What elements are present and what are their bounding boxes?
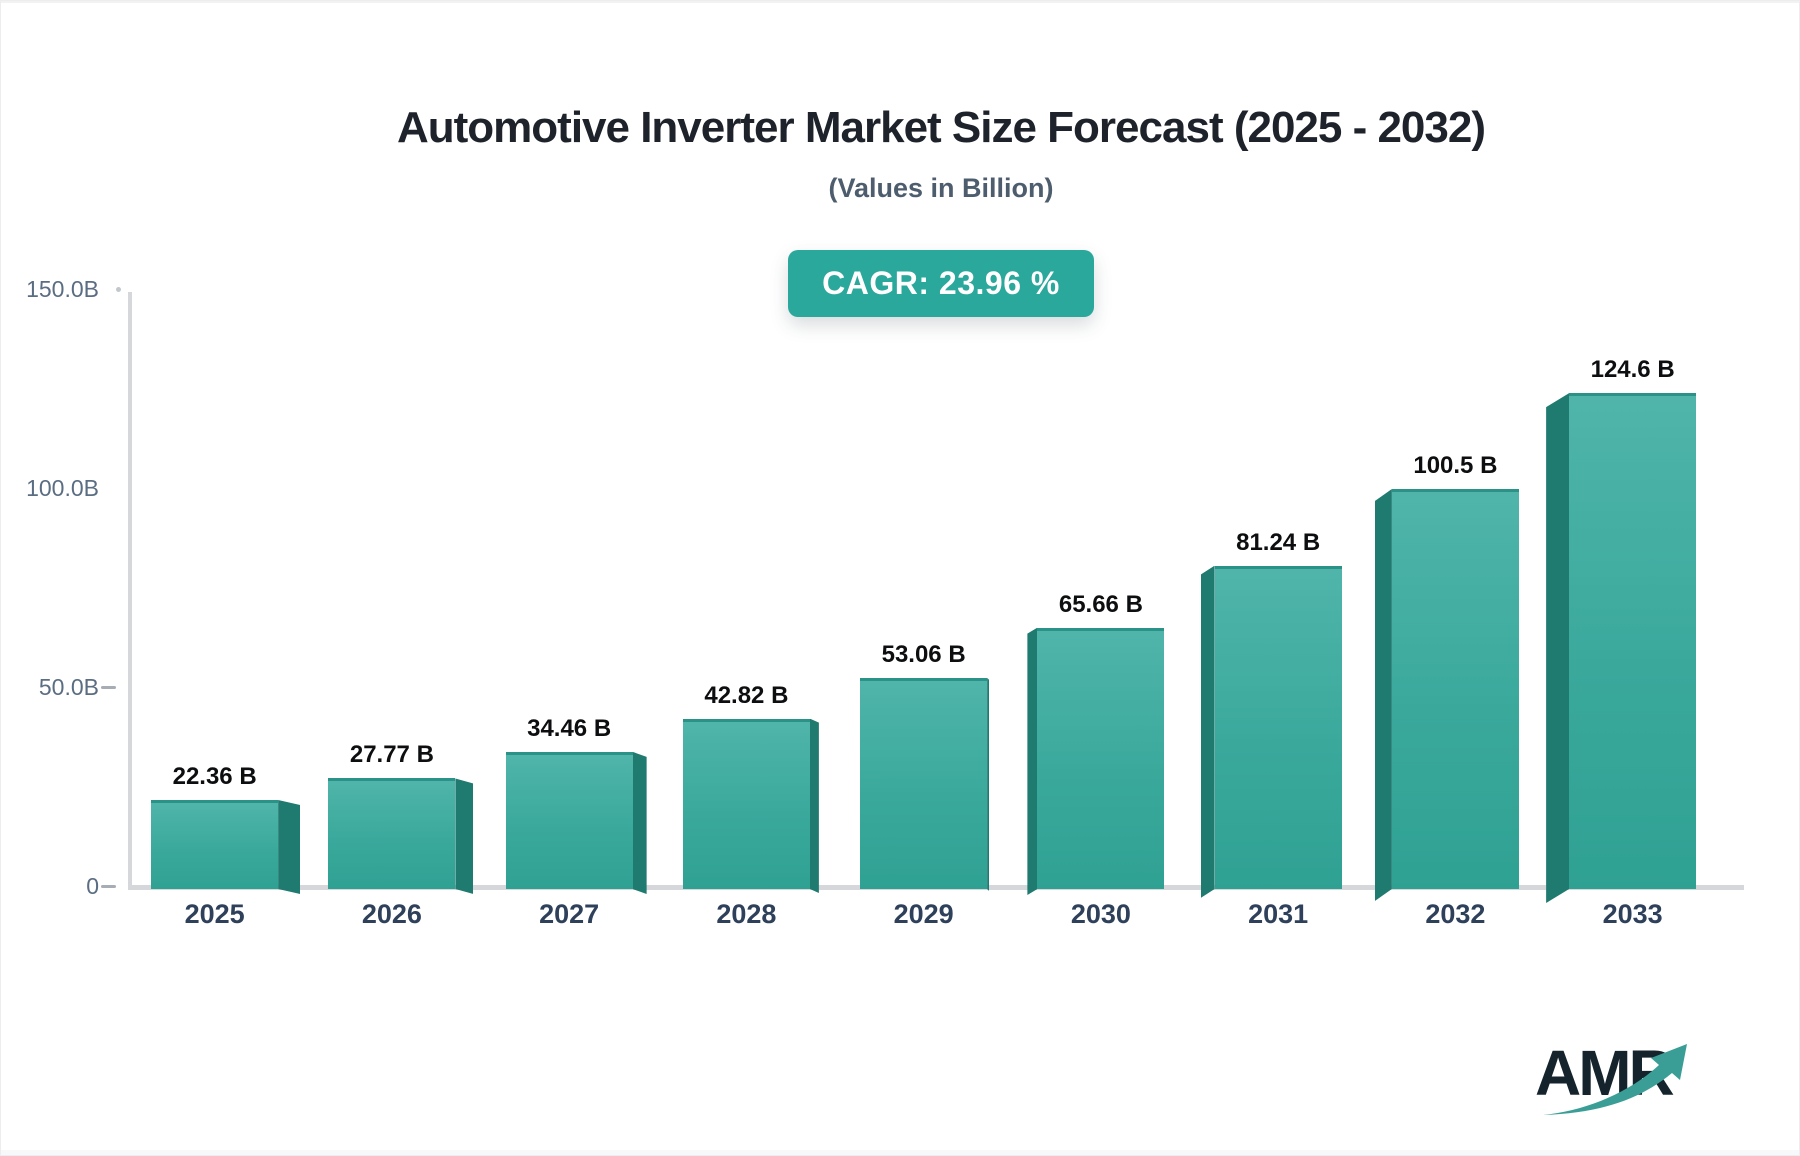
bar-value-label-2026: 27.77 B — [349, 741, 434, 769]
chart-header: Automotive Inverter Market Size Forecast… — [86, 1, 1796, 317]
bar-value-label-2033: 124.6 B — [1590, 356, 1675, 384]
bar-side-face-2029 — [987, 677, 990, 891]
bar-2025[interactable] — [151, 800, 279, 889]
bar-side-face-2031 — [1200, 565, 1215, 898]
bar-2030[interactable] — [1037, 627, 1165, 889]
bar-side-face-2027 — [632, 751, 647, 894]
bar-2026[interactable] — [328, 778, 456, 889]
chart-title: Automotive Inverter Market Size Forecast… — [396, 103, 1486, 152]
x-axis-label-2025: 2025 — [184, 899, 245, 929]
bar-side-face-2030 — [1027, 627, 1038, 895]
bar-side-face-2026 — [455, 778, 474, 894]
bar-value-label-2028: 42.82 B — [704, 681, 789, 709]
bar-value-label-2032: 100.5 B — [1413, 452, 1498, 479]
cagr-badge: CAGR: 23.96 % — [788, 250, 1094, 317]
y-axis-tick-mark — [101, 686, 116, 689]
bottom-edge-divider — [1, 1150, 1799, 1155]
bar-2028[interactable] — [682, 718, 810, 889]
y-axis-tick-label: 50.0B — [38, 674, 99, 700]
y-axis-line — [128, 292, 132, 889]
bar-side-face-2033 — [1546, 393, 1570, 903]
bar-2033[interactable] — [1569, 393, 1697, 889]
x-axis-label-2033: 2033 — [1602, 899, 1663, 929]
x-axis-label-2030: 2030 — [1070, 899, 1131, 929]
bar-side-face-2025 — [278, 800, 301, 894]
bar-2027[interactable] — [505, 751, 633, 889]
bar-2032[interactable] — [1391, 489, 1519, 889]
bar-value-label-2025: 22.36 B — [172, 763, 257, 790]
y-axis-tick-label: 150.0B — [26, 276, 99, 302]
bar-2029[interactable] — [860, 677, 988, 889]
top-edge-divider — [1, 1, 1799, 3]
amr-logo: AMR — [1535, 1037, 1687, 1115]
bar-value-label-2029: 53.06 B — [881, 640, 966, 668]
bar-2031[interactable] — [1214, 565, 1342, 889]
growth-arrow-icon — [1543, 1044, 1687, 1115]
x-axis-label-2032: 2032 — [1425, 899, 1486, 929]
bar-side-face-2032 — [1374, 489, 1392, 901]
chart-subtitle: (Values in Billion) — [828, 173, 1054, 203]
bar-value-label-2027: 34.46 B — [527, 714, 612, 742]
bar-value-label-2030: 65.66 B — [1058, 590, 1143, 618]
x-axis-label-2031: 2031 — [1248, 899, 1309, 929]
x-axis-label-2028: 2028 — [716, 899, 777, 929]
x-axis-label-2026: 2026 — [361, 899, 422, 929]
x-axis-label-2027: 2027 — [539, 899, 600, 929]
y-axis-tick-mark — [116, 287, 121, 292]
x-axis-label-2029: 2029 — [893, 899, 954, 929]
bar-value-label-2031: 81.24 B — [1236, 528, 1321, 556]
bar-side-face-2028 — [809, 718, 819, 893]
y-axis-tick-label: 100.0B — [26, 475, 99, 501]
y-axis-tick-label: 0 — [86, 873, 99, 899]
y-axis-tick-mark — [101, 885, 116, 888]
